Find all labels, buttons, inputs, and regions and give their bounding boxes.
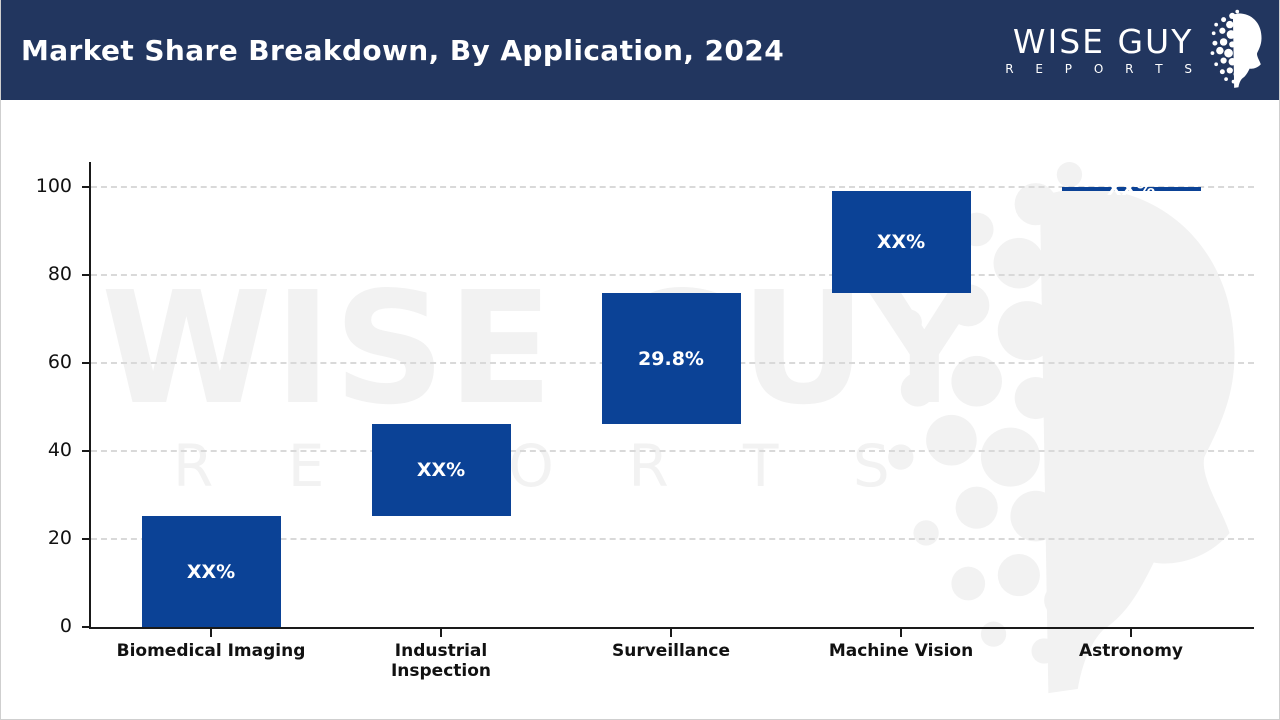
x-tick-mark [210, 629, 212, 637]
x-tick-mark [1130, 629, 1132, 637]
bar-segment [141, 516, 281, 627]
bar-value-label: XX% [416, 459, 466, 482]
bar-value-label: XX% [876, 231, 926, 254]
y-tick-mark [82, 450, 90, 452]
logo-text: WISE GUY R E P O R T S [1005, 22, 1201, 77]
bar-segment [601, 293, 741, 425]
wise-guy-reports-logo: WISE GUY R E P O R T S [1005, 8, 1267, 92]
grid-line [91, 450, 1254, 452]
chart-canvas: WISE GUY R E P O R T S 0 20 40 60 80 100 XX% Bi… [1, 100, 1279, 719]
x-tick-mark [900, 629, 902, 637]
bar-segment [831, 191, 971, 294]
page-title: Market Share Breakdown, By Application, … [21, 33, 785, 67]
bar-value-label: XX% [186, 560, 236, 583]
x-tick-mark [670, 629, 672, 637]
watermark-reports: R E P O R T S [173, 432, 918, 500]
y-tick-label: 80 [47, 263, 72, 285]
y-tick-label: 20 [47, 527, 72, 549]
grid-line [91, 274, 1254, 276]
bar-segment [371, 424, 511, 517]
grid-line [91, 186, 1254, 188]
y-tick-label: 60 [47, 351, 72, 373]
bar-value-label: XX% [1106, 178, 1156, 201]
y-tick-mark [82, 362, 90, 364]
header-bar: Market Share Breakdown, By Application, … [1, 0, 1279, 100]
logo-reports-text: R E P O R T S [1005, 62, 1201, 76]
bar-segment [1061, 187, 1201, 192]
x-category-label: Biomedical Imaging [116, 641, 306, 661]
x-category-label: Surveillance [611, 641, 730, 661]
bar-value-label: 29.8% [638, 347, 704, 370]
x-category-label: Machine Vision [828, 641, 974, 661]
logo-name-text: WISE GUY [1012, 22, 1194, 61]
y-tick-mark [82, 274, 90, 276]
x-tick-mark [440, 629, 442, 637]
y-axis-line [89, 162, 91, 629]
y-tick-label: 0 [59, 615, 72, 637]
y-tick-label: 100 [35, 175, 72, 197]
y-tick-mark [82, 538, 90, 540]
y-tick-label: 40 [47, 439, 72, 461]
x-axis-line [89, 627, 1254, 629]
y-tick-mark [82, 186, 90, 188]
x-category-label: Astronomy [1078, 641, 1184, 661]
face-profile-logo-icon [1205, 8, 1267, 92]
grid-line [91, 538, 1254, 540]
y-tick-mark [82, 626, 90, 628]
x-category-label: Industrial Inspection [390, 641, 492, 681]
plot-area: 0 20 40 60 80 100 XX% Biomedical Imaging XX% Indu… [1, 100, 1279, 719]
